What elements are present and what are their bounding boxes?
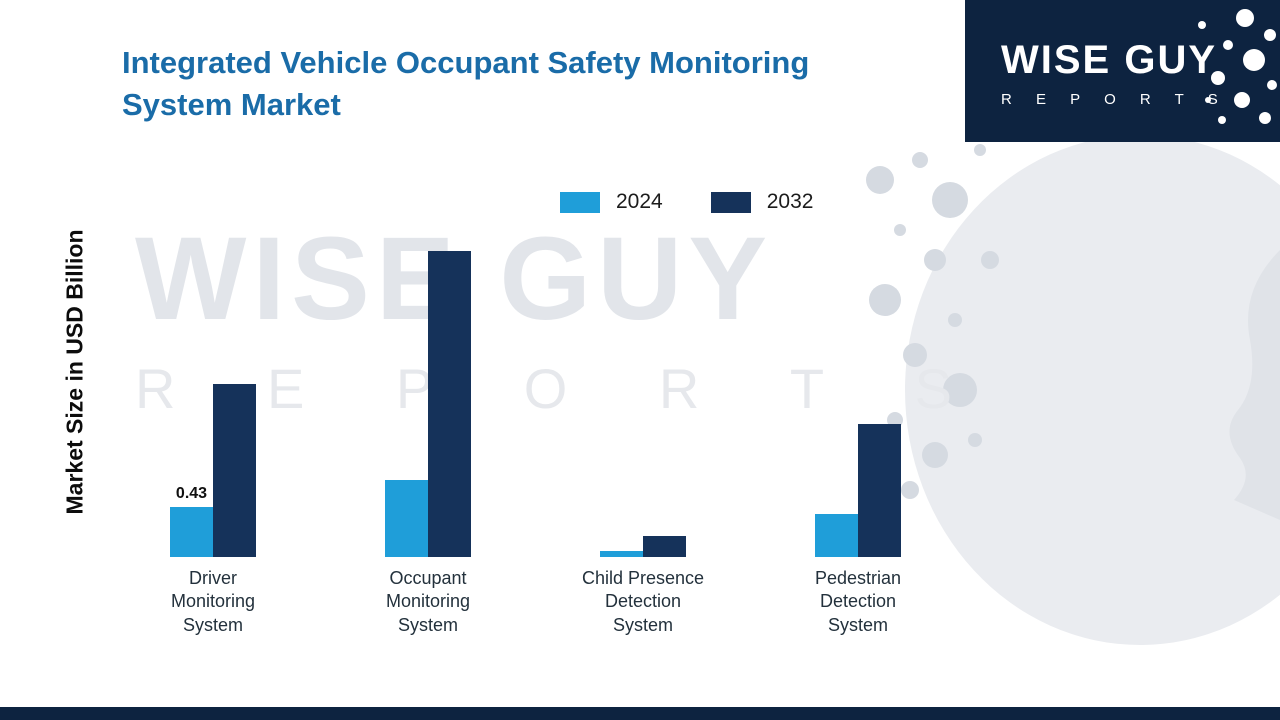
bar-2032-child-presence-detection-system xyxy=(643,536,686,557)
bar-2024-driver-monitoring-system xyxy=(170,507,213,557)
bar-cell xyxy=(385,480,428,557)
bar-2032-driver-monitoring-system xyxy=(213,384,256,557)
category-label-pedestrian-detection-system: Pedestrian Detection System xyxy=(814,568,902,635)
brand-tagline: R E P O R T S xyxy=(1001,91,1228,108)
bar-value-label: 0.43 xyxy=(175,485,208,502)
legend-swatch-2032 xyxy=(710,191,751,213)
chart-legend: 2024 2032 xyxy=(560,190,813,214)
y-axis-label: Market Size in USD Billion xyxy=(61,229,88,515)
bar-cell: 0.43 xyxy=(170,485,213,557)
bar-2032-occupant-monitoring-system xyxy=(428,251,471,557)
bar-cell xyxy=(428,251,471,557)
bottom-accent-bar xyxy=(0,707,1280,720)
legend-item-2024: 2024 xyxy=(560,190,663,214)
logo-dots-art xyxy=(1198,9,1277,124)
brand-logo-text: WISE GUY R E P O R T S xyxy=(1001,38,1228,108)
legend-item-2032: 2032 xyxy=(710,190,814,214)
bar-2024-occupant-monitoring-system xyxy=(385,480,428,557)
bar-2024-child-presence-detection-system xyxy=(600,551,643,557)
bar-cell xyxy=(643,536,686,557)
bar-2024-pedestrian-detection-system xyxy=(815,514,858,557)
legend-swatch-2024 xyxy=(560,191,600,213)
bar-group-occupant-monitoring-system xyxy=(385,251,471,557)
head-profile-art xyxy=(866,135,1280,645)
category-label-child-presence-detection-system: Child Presence Detection System xyxy=(581,568,705,635)
bar-cell xyxy=(815,514,858,557)
bar-2032-pedestrian-detection-system xyxy=(858,424,901,557)
page-title: Integrated Vehicle Occupant Safety Monit… xyxy=(122,45,810,122)
bar-cell xyxy=(858,424,901,557)
legend-label-2032: 2032 xyxy=(766,190,814,213)
category-label-occupant-monitoring-system: Occupant Monitoring System xyxy=(385,568,471,635)
brand-name: WISE GUY xyxy=(1001,38,1218,82)
bar-group-child-presence-detection-system xyxy=(600,536,686,557)
watermark-reports-text: R E P O R T S xyxy=(135,356,991,420)
bar-group-pedestrian-detection-system xyxy=(815,424,901,557)
bar-cell xyxy=(600,551,643,557)
bar-group-driver-monitoring-system: 0.43 xyxy=(170,384,256,557)
legend-label-2024: 2024 xyxy=(616,190,663,213)
bar-cell xyxy=(213,384,256,557)
category-label-driver-monitoring-system: Driver Monitoring System xyxy=(170,568,256,635)
brand-logo-block: WISE GUY R E P O R T S xyxy=(965,0,1280,142)
